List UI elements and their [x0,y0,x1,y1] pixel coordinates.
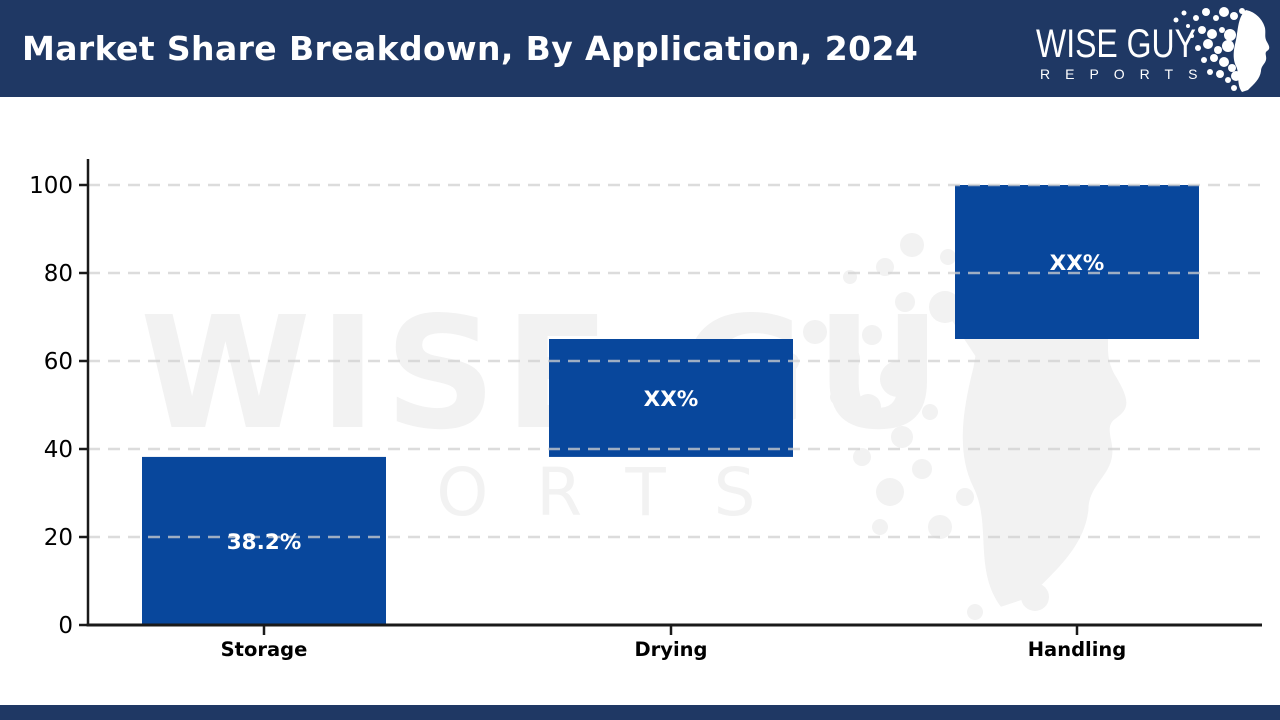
watermark-dot [928,515,952,539]
wise-guy-logo: WISE GUY REPORTS [1036,7,1270,92]
watermark-dot [922,404,938,420]
bar-label-storage: 38.2% [227,530,302,555]
watermark-dot [830,344,860,374]
logo-face-icon [1233,10,1270,92]
watermark-dot [855,394,881,420]
x-tick-label-handling: Handling [1028,638,1127,661]
header-bar: Market Share Breakdown, By Application, … [0,0,1280,97]
watermark-dot [910,329,926,345]
watermark-dot [803,320,827,344]
bar-label-drying: XX% [644,387,699,412]
watermark-dot [880,361,916,397]
watermark-dot [967,604,983,620]
chart-area: WISE GUY REPORTS 0 20 40 60 80 100 Storage Drying… [0,97,1280,705]
bar-storage [142,456,386,625]
y-tick-label-0: 0 [58,613,73,639]
watermark-dot [862,325,882,345]
logo-dots [1173,7,1245,91]
logo-wordmark: WISE GUY [1036,22,1196,66]
y-tick-label-20: 20 [44,525,73,551]
y-tick-label-40: 40 [44,437,73,463]
watermark-dot [876,258,894,276]
watermark-dot [891,426,913,448]
x-tick-label-drying: Drying [634,638,707,661]
bar-label-handling: XX% [1050,251,1105,276]
watermark-dot [940,249,956,265]
watermark-dot [853,448,871,466]
y-tick-label-100: 100 [29,173,73,199]
watermark-dot [912,459,932,479]
y-tick-label-60: 60 [44,349,73,375]
footer-bar [0,705,1280,720]
watermark-dot [956,488,974,506]
watermark-dot [900,233,924,257]
watermark-dot [895,292,915,312]
watermark-dot [876,478,904,506]
watermark-dot [929,291,961,323]
x-tick-label-storage: Storage [221,638,308,661]
watermark-dot [830,389,846,405]
page-title: Market Share Breakdown, By Application, … [22,29,919,68]
logo-subtext: REPORTS [1040,66,1212,82]
bar-handling [955,185,1199,339]
bar-drying [549,339,793,457]
y-tick-label-80: 80 [44,261,73,287]
watermark-dot [872,519,888,535]
